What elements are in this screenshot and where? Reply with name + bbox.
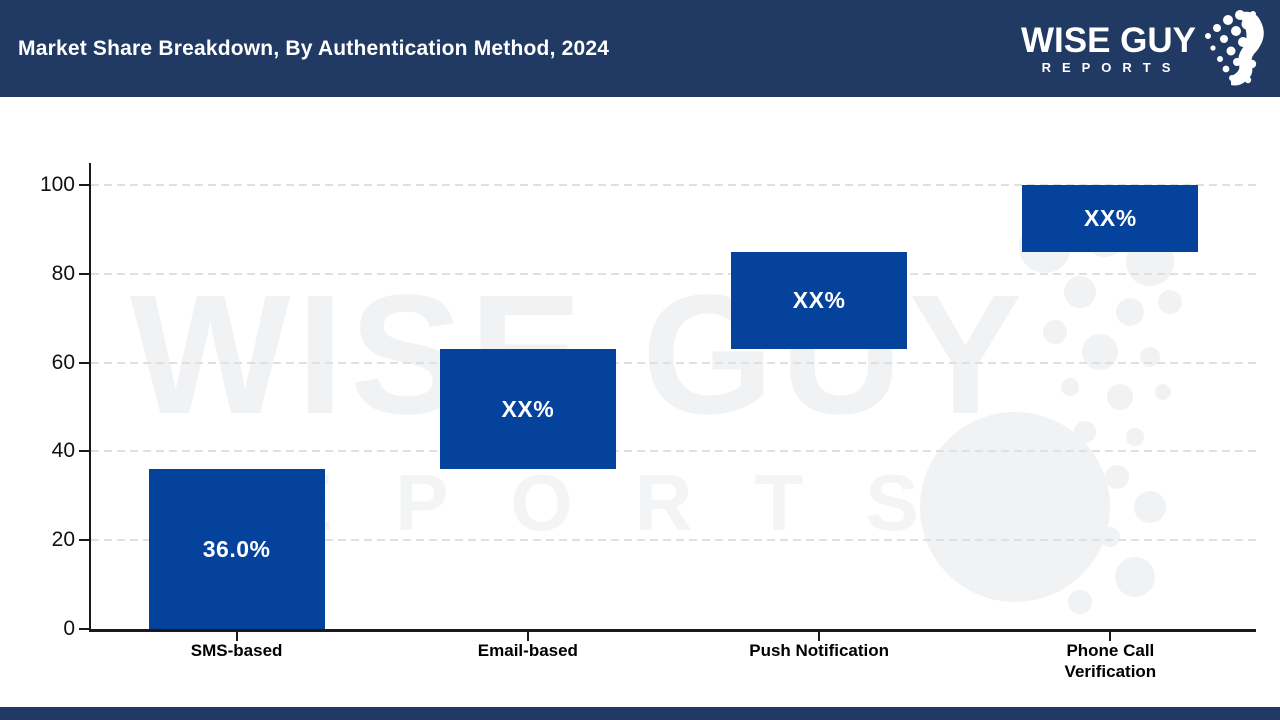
y-tick-mark-100 [79, 184, 89, 187]
bar-value-label: XX% [792, 287, 846, 314]
y-tick-mark-20 [79, 539, 89, 542]
chart-title: Market Share Breakdown, By Authenticatio… [18, 36, 610, 60]
y-tick-label-0: 0 [63, 617, 75, 640]
bar-value-label: XX% [501, 395, 555, 422]
logo-subtitle: REPORTS [1041, 60, 1182, 76]
x-category-label: Email-based [477, 641, 578, 660]
y-tick-mark-80 [79, 272, 89, 275]
bar-phone-call-verification: XX% [1022, 185, 1199, 252]
x-tick-mark [1109, 632, 1112, 641]
bar-email-based: XX% [439, 349, 616, 470]
x-tick-mark [526, 632, 529, 641]
y-tick-label-20: 20 [51, 528, 75, 552]
bar-push-notification: XX% [731, 251, 908, 350]
bar-value-label: 36.0% [202, 535, 271, 562]
y-tick-label-80: 80 [51, 261, 75, 285]
y-tick-label-40: 40 [51, 439, 75, 463]
x-category-label: SMS-based [190, 641, 283, 660]
gridline-y60 [91, 361, 1256, 364]
watermark-dotted-head-icon [920, 217, 1182, 614]
x-tick-mark [235, 632, 238, 641]
x-category-label: Push Notification [749, 641, 890, 660]
plot-area: 0 20 40 60 80 100 36.0% SMS-based XX% Email-based… [40, 163, 1256, 681]
footer-bar [0, 707, 1280, 720]
y-tick-mark-60 [79, 361, 89, 364]
gridline-y100 [91, 184, 1256, 187]
bar-value-label: XX% [1084, 204, 1137, 231]
header-bar: Market Share Breakdown, By Authenticatio… [0, 0, 1280, 97]
y-tick-label-60: 60 [51, 350, 75, 374]
logo-wordmark: WISE GUY [1020, 20, 1196, 60]
wise-guy-reports-logo: WISE GUY REPORTS [1021, 6, 1266, 92]
y-tick-label-100: 100 [39, 173, 75, 197]
gridline-y80 [91, 272, 1256, 275]
bar-sms-based: 36.0% [148, 469, 325, 629]
x-category-label: Phone Call Verification [1064, 641, 1157, 681]
x-tick-mark [818, 632, 821, 641]
y-tick-mark-40 [79, 450, 89, 453]
dotted-head-icon [1205, 10, 1264, 86]
chart-area: WISE GUY REPORTS 0 20 40 60 80 100 36.0% SMS-ba… [0, 97, 1280, 707]
gridline-y40 [91, 450, 1256, 453]
gridline-y20 [91, 539, 1256, 542]
logo-text: WISE GUY REPORTS [1020, 20, 1196, 76]
y-tick-mark-0 [79, 628, 89, 630]
